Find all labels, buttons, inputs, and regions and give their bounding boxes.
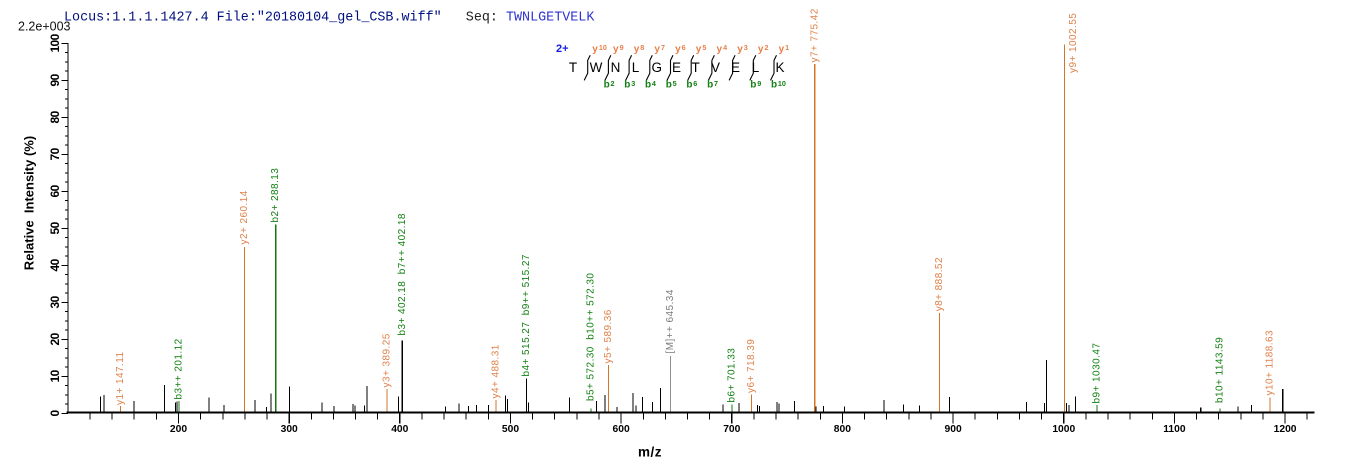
svg-text:G: G <box>652 60 663 75</box>
svg-text:y9+ 1002.55: y9+ 1002.55 <box>1068 13 1079 73</box>
svg-text:T: T <box>569 60 577 75</box>
svg-text:y8: y8 <box>634 43 645 55</box>
svg-text:K: K <box>775 60 784 75</box>
svg-text:y5+ 589.36: y5+ 589.36 <box>603 309 614 363</box>
svg-text:1200: 1200 <box>1274 424 1297 435</box>
svg-text:y2+ 260.14: y2+ 260.14 <box>239 190 250 244</box>
svg-text:L: L <box>752 60 760 75</box>
svg-text:W: W <box>590 60 603 75</box>
svg-text:0: 0 <box>48 409 62 416</box>
svg-text:b4: b4 <box>645 79 656 91</box>
svg-text:y1: y1 <box>779 43 790 55</box>
svg-text:800: 800 <box>834 424 851 435</box>
svg-text:b2: b2 <box>604 79 615 91</box>
svg-text:b10+ 1143.59: b10+ 1143.59 <box>1214 337 1225 403</box>
svg-text:100: 100 <box>48 33 62 52</box>
svg-text:V: V <box>711 60 720 75</box>
svg-text:10: 10 <box>48 369 62 382</box>
svg-text:b7: b7 <box>707 79 718 91</box>
svg-text:700: 700 <box>723 424 740 435</box>
svg-text:b4+ 515.27 b9++ 515.27: b4+ 515.27 b9++ 515.27 <box>521 254 532 376</box>
svg-text:T: T <box>691 60 699 75</box>
svg-text:400: 400 <box>391 424 408 435</box>
svg-text:50: 50 <box>48 221 62 234</box>
svg-text:y4: y4 <box>717 43 728 55</box>
svg-text:2+: 2+ <box>556 43 569 55</box>
svg-text:b2+ 288.13: b2+ 288.13 <box>270 168 281 223</box>
svg-text:Locus:1.1.1.1427.4 File:"20180: Locus:1.1.1.1427.4 File:"20180104_gel_CS… <box>64 11 595 26</box>
svg-text:200: 200 <box>170 424 187 435</box>
svg-text:y5: y5 <box>696 43 707 55</box>
svg-text:b5: b5 <box>666 79 677 91</box>
svg-text:y3: y3 <box>737 43 748 55</box>
svg-text:70: 70 <box>48 147 62 160</box>
svg-text:30: 30 <box>48 295 62 308</box>
svg-text:y10: y10 <box>592 43 607 55</box>
svg-text:y6: y6 <box>675 43 686 55</box>
svg-text:y6+ 718.39: y6+ 718.39 <box>746 339 757 393</box>
svg-text:900: 900 <box>945 424 962 435</box>
svg-text:y7+ 775.42: y7+ 775.42 <box>809 8 820 62</box>
svg-text:y8+ 888.52: y8+ 888.52 <box>934 257 945 311</box>
svg-text:y7: y7 <box>654 43 665 55</box>
svg-text:80: 80 <box>48 110 62 123</box>
svg-text:40: 40 <box>48 258 62 271</box>
svg-text:y2: y2 <box>758 43 769 55</box>
svg-text:500: 500 <box>502 424 519 435</box>
svg-text:y4+ 488.31: y4+ 488.31 <box>491 344 502 398</box>
svg-text:b9: b9 <box>750 79 761 91</box>
svg-text:Relative Intensity (%): Relative Intensity (%) <box>22 136 37 270</box>
svg-text:b9+ 1030.47: b9+ 1030.47 <box>1092 343 1103 404</box>
svg-text:[M]++ 645.34: [M]++ 645.34 <box>665 289 676 353</box>
svg-text:y10+ 1188.63: y10+ 1188.63 <box>1264 330 1275 396</box>
svg-text:300: 300 <box>281 424 298 435</box>
svg-text:b5+ 572.30 b10++ 572.30: b5+ 572.30 b10++ 572.30 <box>586 273 597 401</box>
svg-text:b3+ 402.18 b7++ 402.18: b3+ 402.18 b7++ 402.18 <box>397 213 408 335</box>
svg-text:y1+ 147.11: y1+ 147.11 <box>115 351 126 405</box>
svg-text:b6+ 701.33: b6+ 701.33 <box>726 348 737 403</box>
svg-text:L: L <box>632 60 640 75</box>
svg-text:b3++ 201.12: b3++ 201.12 <box>173 338 184 399</box>
svg-text:1100: 1100 <box>1163 424 1186 435</box>
svg-text:600: 600 <box>613 424 630 435</box>
svg-text:1000: 1000 <box>1052 424 1075 435</box>
svg-text:m/z: m/z <box>638 445 662 460</box>
svg-text:2.2e+003: 2.2e+003 <box>18 20 71 34</box>
svg-text:20: 20 <box>48 332 62 345</box>
svg-text:60: 60 <box>48 184 62 197</box>
svg-text:b3: b3 <box>624 79 635 91</box>
svg-text:N: N <box>611 60 621 75</box>
svg-text:90: 90 <box>48 73 62 86</box>
svg-text:b10: b10 <box>771 79 786 91</box>
svg-text:y3+ 389.25: y3+ 389.25 <box>381 333 392 387</box>
svg-text:y9: y9 <box>613 43 624 55</box>
svg-text:E: E <box>672 60 681 75</box>
svg-text:b6: b6 <box>686 79 697 91</box>
svg-text:E: E <box>731 60 740 75</box>
